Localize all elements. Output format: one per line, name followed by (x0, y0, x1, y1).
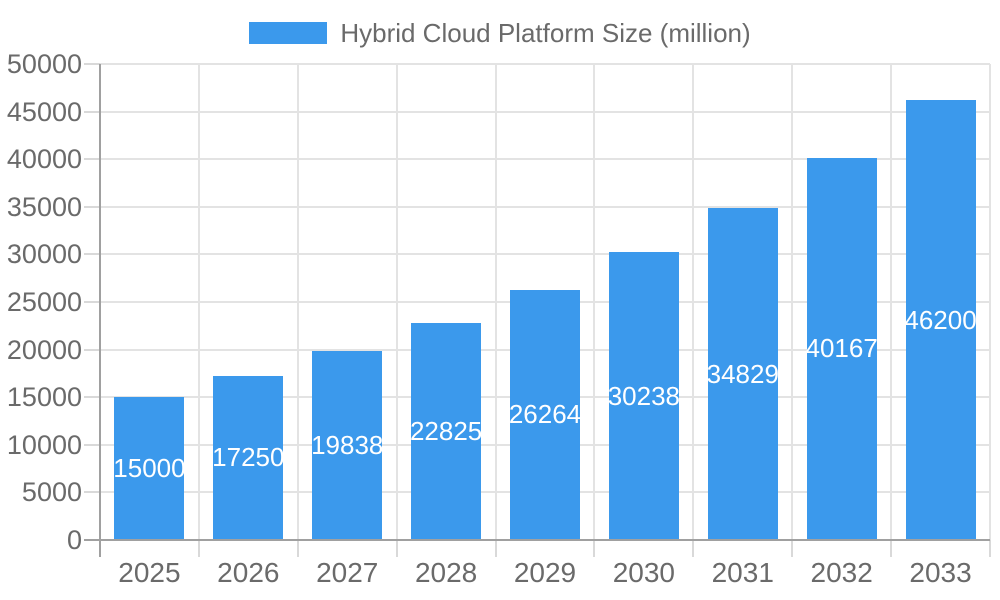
v-gridline (593, 64, 596, 540)
y-tick-label: 40000 (6, 144, 82, 175)
x-tick-label: 2033 (909, 557, 972, 588)
h-gridline (100, 158, 990, 161)
v-gridline (395, 64, 398, 540)
y-tick-mark (84, 348, 100, 351)
bar-value-label: 46200 (904, 304, 977, 335)
y-tick-label: 35000 (6, 191, 82, 222)
bar-value-label: 22825 (409, 415, 483, 446)
x-tick-mark (296, 540, 299, 557)
y-tick-mark (84, 205, 100, 208)
bar[interactable]: 26264 (508, 289, 582, 540)
y-tick-mark (84, 443, 100, 446)
bar-value-label: 40167 (805, 333, 878, 364)
y-tick-label: 30000 (6, 239, 82, 270)
bar-value-label: 34829 (706, 358, 779, 389)
y-tick-label: 15000 (6, 382, 82, 413)
bar[interactable]: 22825 (409, 322, 483, 540)
x-tick-label: 2029 (513, 557, 577, 588)
v-gridline (989, 64, 991, 540)
h-gridline (100, 110, 990, 113)
x-tick-mark (494, 540, 497, 557)
v-gridline (296, 64, 299, 540)
y-tick-mark (84, 491, 100, 494)
v-gridline (890, 64, 893, 540)
v-gridline (494, 64, 497, 540)
y-tick-label: 50000 (6, 49, 82, 79)
x-tick-label: 2027 (316, 557, 379, 588)
legend-swatch-icon (249, 22, 328, 44)
bar[interactable]: 17250 (212, 375, 285, 540)
legend[interactable]: Hybrid Cloud Platform Size (million) (0, 19, 1000, 47)
y-tick-label: 20000 (6, 334, 82, 365)
x-tick-mark (593, 540, 596, 557)
bar[interactable]: 34829 (706, 208, 779, 540)
y-tick-label: 25000 (6, 287, 82, 317)
x-tick-mark (791, 540, 794, 557)
x-tick-mark (395, 540, 398, 557)
y-tick-mark (84, 301, 100, 303)
x-tick-mark (692, 540, 695, 557)
v-gridline (197, 64, 200, 540)
x-tick-mark (890, 540, 893, 557)
bar[interactable]: 15000 (113, 397, 186, 540)
x-tick-mark (989, 540, 991, 557)
bar[interactable]: 19838 (311, 351, 384, 540)
y-tick-label: 5000 (21, 477, 82, 508)
h-gridline (100, 63, 990, 65)
y-tick-label: 0 (66, 525, 82, 555)
x-tick-label: 2028 (414, 557, 478, 588)
y-tick-mark (84, 158, 100, 161)
y-tick-mark (84, 253, 100, 256)
bar[interactable]: 30238 (607, 252, 681, 540)
v-gridline (791, 64, 794, 540)
legend-label: Hybrid Cloud Platform Size (million) (340, 18, 751, 48)
x-tick-mark (197, 540, 200, 557)
x-tick-label: 2026 (217, 557, 280, 588)
x-tick-label: 2032 (810, 557, 873, 588)
x-tick-label: 2031 (711, 557, 774, 588)
bar-value-label: 17250 (212, 442, 285, 473)
y-tick-mark (84, 63, 100, 65)
y-tick-label: 10000 (6, 429, 82, 460)
x-axis-line (84, 539, 990, 541)
bar-value-label: 30238 (607, 380, 681, 411)
x-tick-label: 2030 (612, 557, 676, 588)
bar[interactable]: 46200 (904, 100, 977, 540)
y-tick-label: 45000 (6, 96, 82, 127)
bar[interactable]: 40167 (805, 157, 878, 540)
y-tick-mark (84, 396, 100, 399)
bar-value-label: 26264 (508, 399, 582, 430)
v-gridline (692, 64, 695, 540)
bar-value-label: 19838 (311, 430, 384, 461)
y-axis-line (99, 64, 101, 557)
h-gridline (100, 253, 990, 256)
h-gridline (100, 205, 990, 208)
bar-value-label: 15000 (113, 453, 186, 484)
y-tick-mark (84, 110, 100, 113)
x-tick-label: 2025 (118, 557, 181, 588)
